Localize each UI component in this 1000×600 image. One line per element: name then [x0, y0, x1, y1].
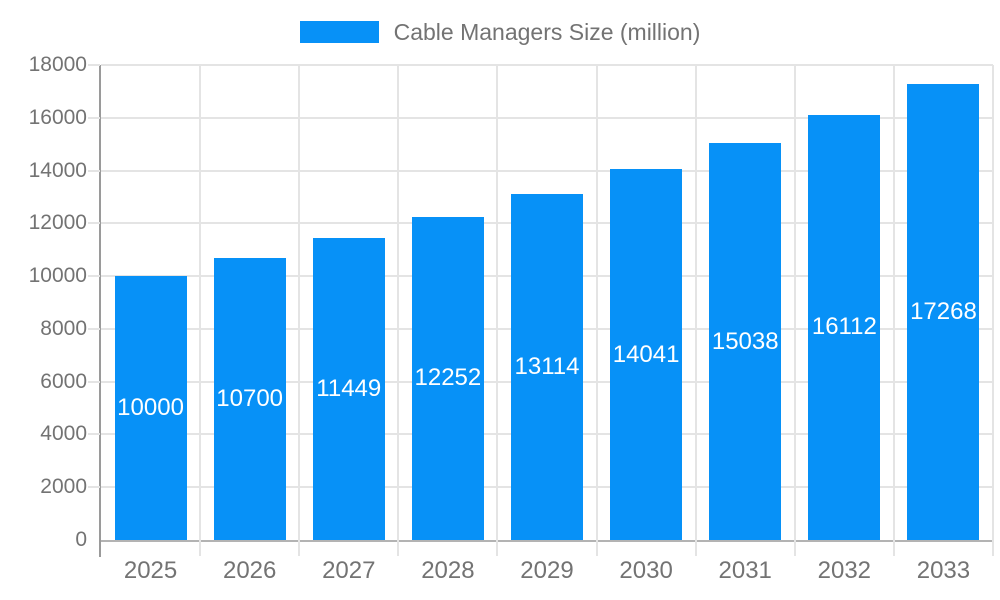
- y-axis-tick-label: 14000: [28, 158, 87, 182]
- bar-value-label: 17268: [910, 298, 977, 326]
- x-axis-tick-label: 2027: [322, 557, 376, 584]
- x-axis-tick-label: 2032: [817, 557, 872, 584]
- v-gridline: [892, 65, 895, 540]
- x-axis-tick: [992, 540, 994, 556]
- v-gridline: [397, 65, 400, 540]
- bar-value-label: 12252: [414, 364, 482, 392]
- bar-value-label: 10000: [117, 394, 184, 422]
- bar-value-label: 10700: [216, 384, 284, 412]
- y-axis-tick-label: 2000: [40, 475, 87, 499]
- x-axis-tick-label: 2030: [619, 557, 673, 584]
- x-axis-tick-label: 2026: [222, 557, 277, 584]
- bar: 11449: [312, 237, 385, 540]
- x-axis-tick-label: 2033: [916, 557, 971, 584]
- y-axis-tick-label: 12000: [28, 211, 87, 235]
- v-gridline: [199, 65, 202, 540]
- h-gridline: [101, 64, 993, 66]
- y-axis-tick-label: 6000: [40, 369, 87, 393]
- bar: 12252: [411, 216, 484, 540]
- x-axis-tick: [595, 540, 598, 556]
- x-axis-tick-label: 2028: [421, 557, 475, 584]
- y-axis-tick-label: 18000: [28, 53, 87, 76]
- h-gridline: [101, 116, 993, 119]
- y-axis-tick-label: 4000: [40, 422, 87, 446]
- x-axis-tick-label: 2031: [718, 557, 772, 584]
- h-gridline: [101, 169, 993, 172]
- bar-value-label: 14041: [612, 340, 680, 368]
- bar: 14041: [610, 169, 683, 540]
- y-axis-tick-label: 8000: [40, 316, 87, 340]
- x-axis-tick-label: 2029: [520, 557, 574, 584]
- x-axis-tick-label: 2025: [123, 557, 178, 584]
- bar-value-label: 16112: [811, 313, 877, 341]
- bar: 10700: [213, 257, 286, 540]
- x-axis-tick: [496, 540, 499, 556]
- bar-value-label: 11449: [316, 374, 382, 402]
- x-axis-tick: [694, 540, 697, 556]
- v-gridline: [298, 65, 301, 540]
- legend: Cable Managers Size (million): [0, 19, 1000, 45]
- bar: 17268: [907, 84, 980, 540]
- v-gridline: [992, 65, 994, 540]
- y-axis-extension-tick: [99, 540, 101, 557]
- bar: 16112: [808, 114, 881, 540]
- legend-label: Cable Managers Size (million): [393, 18, 701, 45]
- v-gridline: [496, 65, 499, 540]
- y-axis-tick-label: 16000: [28, 105, 87, 129]
- plot-area: 10000 10700 11449 12252 13114 14041 15038 16112…: [99, 64, 994, 542]
- x-axis-tick: [397, 540, 400, 556]
- bar: 13114: [511, 193, 583, 540]
- v-gridline: [595, 65, 598, 540]
- legend-swatch-icon: [299, 21, 379, 43]
- y-axis-tick-label: 10000: [28, 264, 87, 288]
- bar-value-label: 13114: [514, 352, 580, 380]
- bar: 10000: [114, 276, 187, 540]
- x-axis-tick: [892, 540, 895, 556]
- x-axis-tick: [199, 540, 202, 556]
- y-axis-tick-label: 0: [75, 528, 87, 551]
- x-axis-tick: [793, 540, 796, 556]
- x-axis-tick: [298, 540, 301, 556]
- v-gridline: [694, 65, 697, 540]
- bar: 15038: [709, 143, 782, 540]
- bar-value-label: 15038: [711, 327, 779, 355]
- v-gridline: [793, 65, 796, 540]
